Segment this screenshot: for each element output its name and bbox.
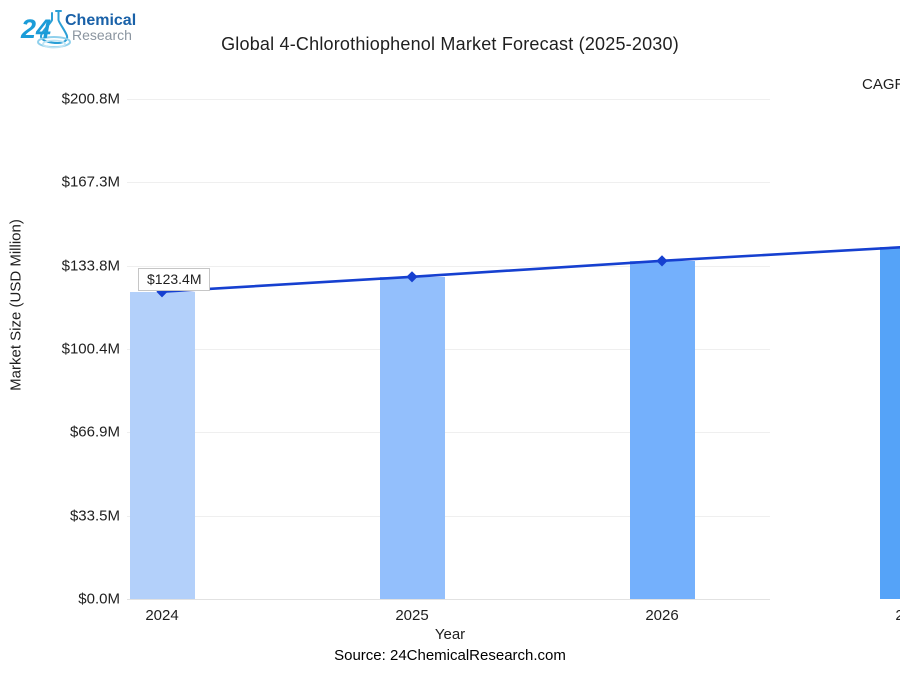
logo: 24 Chemical Research (18, 6, 138, 52)
cagr-label: CAGR (862, 76, 900, 93)
flask-swirl-inner (42, 39, 66, 49)
gridline (127, 432, 770, 433)
x-axis-line (127, 599, 770, 600)
y-tick-label: $100.4M (61, 340, 120, 358)
bar-2024[interactable] (129, 291, 195, 599)
gridline (127, 182, 770, 183)
y-tick-label: $33.5M (69, 507, 120, 525)
flask-icon: 24 Chemical Research (20, 10, 136, 49)
y-tick-label: $0.0M (78, 590, 120, 608)
gridline (127, 516, 770, 517)
bar-2027[interactable] (879, 246, 900, 599)
y-tick-label: $66.9M (69, 423, 120, 441)
logo-name: Chemical (65, 12, 136, 29)
trend-line (161, 246, 900, 294)
bar-2026[interactable] (629, 260, 695, 599)
x-tick-label-2027: 2027 (895, 607, 900, 624)
x-tick-label-2026: 2026 (645, 607, 679, 624)
gridline (127, 99, 770, 100)
bar-2025[interactable] (379, 276, 445, 599)
y-tick-label: $167.3M (61, 173, 120, 191)
y-tick-label: $200.8M (61, 90, 120, 108)
y-axis-title: Market Size (USD Million) (7, 219, 25, 391)
x-tick-label-2025: 2025 (395, 607, 429, 624)
y-tick-label: $133.8M (61, 257, 120, 275)
chart-title: Global 4-Chlorothiophenol Market Forecas… (221, 34, 679, 54)
flask-outline (40, 10, 69, 45)
logo-subname: Research (72, 27, 132, 43)
gridline (127, 349, 770, 350)
logo-number: 24 (20, 14, 51, 44)
x-axis-title: Year (434, 626, 466, 643)
data-point-tooltip: $123.4M (138, 268, 211, 291)
source-text: Source: 24ChemicalResearch.com (334, 647, 566, 664)
x-tick-label-2024: 2024 (145, 607, 179, 624)
